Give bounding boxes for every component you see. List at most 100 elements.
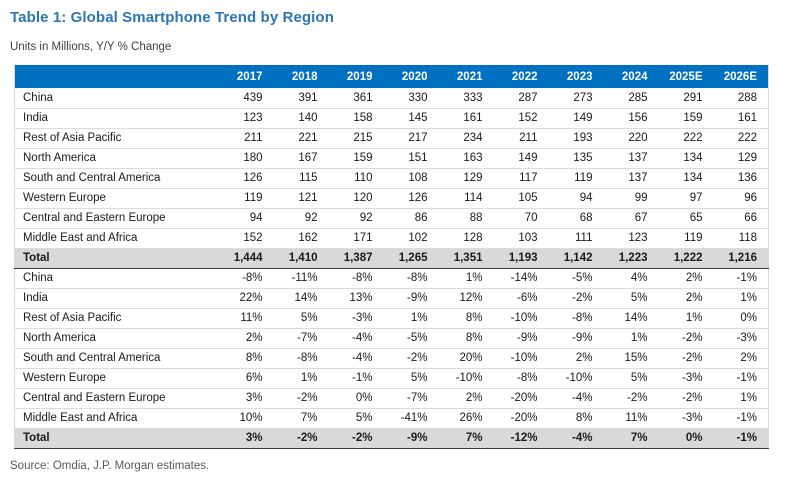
data-cell: 217 bbox=[383, 128, 439, 149]
smartphone-trend-table: 2017 2018 2019 2020 2021 2022 2023 2024 2025E 202… bbox=[14, 65, 769, 449]
year-header-2020: 2020 bbox=[383, 65, 439, 88]
data-cell: 5% bbox=[328, 408, 384, 429]
data-cell: 333 bbox=[438, 88, 494, 109]
data-cell: -20% bbox=[493, 408, 549, 429]
data-cell: 291 bbox=[658, 88, 714, 109]
table-row-yoy-percent-change: Middle East and Africa 10% 7% 5% -41% 26% -20%… bbox=[14, 408, 769, 429]
data-cell: 22% bbox=[218, 288, 274, 309]
data-cell: -8% bbox=[218, 268, 274, 289]
data-cell: 1,193 bbox=[493, 247, 549, 269]
year-header-2018: 2018 bbox=[273, 65, 329, 88]
data-cell: 12% bbox=[438, 288, 494, 309]
data-cell: 108 bbox=[383, 168, 439, 189]
table-row-yoy-percent-change: South and Central America 8% -8% -4% -2% 20% -… bbox=[14, 348, 769, 369]
data-cell: 234 bbox=[438, 128, 494, 149]
data-cell: 8% bbox=[438, 328, 494, 349]
data-cell: -2% bbox=[328, 427, 384, 449]
data-cell: 5% bbox=[273, 308, 329, 329]
table-row-yoy-percent-change: China -8% -11% -8% -8% 1% -14% -5% 4% 2% -1% bbox=[14, 268, 769, 289]
data-cell: 0% bbox=[713, 308, 769, 329]
data-cell: 287 bbox=[493, 88, 549, 109]
data-cell: -10% bbox=[493, 308, 549, 329]
data-cell: -1% bbox=[713, 427, 769, 449]
data-cell: -10% bbox=[548, 368, 604, 389]
data-cell: 86 bbox=[383, 208, 439, 229]
data-cell: 119 bbox=[218, 188, 274, 209]
table-row-yoy-percent-change: India 22% 14% 13% -9% 12% -6% -2% 5% 2% 1% bbox=[14, 288, 769, 309]
row-label: Rest of Asia Pacific bbox=[14, 308, 219, 329]
data-cell: -2% bbox=[548, 288, 604, 309]
data-cell: 1,265 bbox=[383, 247, 439, 269]
data-cell: -5% bbox=[548, 268, 604, 289]
data-cell: 1% bbox=[603, 328, 659, 349]
data-cell: 137 bbox=[603, 148, 659, 169]
data-cell: 123 bbox=[603, 228, 659, 249]
data-cell: 8% bbox=[218, 348, 274, 369]
data-cell: 180 bbox=[218, 148, 274, 169]
data-cell: 439 bbox=[218, 88, 274, 109]
data-cell: 119 bbox=[548, 168, 604, 189]
data-cell: 88 bbox=[438, 208, 494, 229]
data-cell: 215 bbox=[328, 128, 384, 149]
year-header-2019: 2019 bbox=[328, 65, 384, 88]
data-cell: -6% bbox=[493, 288, 549, 309]
table-row-units-in-millions: Central and Eastern Europe 94 92 92 86 88 70 68… bbox=[14, 208, 769, 229]
data-cell: 171 bbox=[328, 228, 384, 249]
data-cell: 14% bbox=[273, 288, 329, 309]
data-cell: 103 bbox=[493, 228, 549, 249]
data-cell: 20% bbox=[438, 348, 494, 369]
data-cell: 1% bbox=[273, 368, 329, 389]
data-cell: -8% bbox=[328, 268, 384, 289]
data-cell: 1,410 bbox=[273, 247, 329, 269]
data-cell: 3% bbox=[218, 388, 274, 409]
data-cell: 10% bbox=[218, 408, 274, 429]
data-cell: 111 bbox=[548, 228, 604, 249]
data-cell: 152 bbox=[218, 228, 274, 249]
data-cell: 0% bbox=[328, 388, 384, 409]
data-cell: 163 bbox=[438, 148, 494, 169]
data-cell: 156 bbox=[603, 108, 659, 129]
row-label: South and Central America bbox=[14, 168, 219, 189]
year-header-2024: 2024 bbox=[603, 65, 659, 88]
row-label: Western Europe bbox=[14, 368, 219, 389]
data-cell: 211 bbox=[218, 128, 274, 149]
year-header-2017: 2017 bbox=[218, 65, 274, 88]
data-cell: 159 bbox=[658, 108, 714, 129]
total-row-yoy-percent-change: Total 3% -2% -2% -9% 7% -12% -4% 7% 0% -1% bbox=[14, 427, 769, 449]
data-cell: 193 bbox=[548, 128, 604, 149]
data-cell: 2% bbox=[548, 348, 604, 369]
data-cell: 119 bbox=[658, 228, 714, 249]
row-label: Central and Eastern Europe bbox=[14, 388, 219, 409]
data-cell: 129 bbox=[713, 148, 769, 169]
data-cell: 110 bbox=[328, 168, 384, 189]
table-row-units-in-millions: South and Central America 126 115 110 108 129… bbox=[14, 168, 769, 189]
data-cell: 96 bbox=[713, 188, 769, 209]
data-cell: 159 bbox=[328, 148, 384, 169]
data-cell: 1% bbox=[713, 388, 769, 409]
data-cell: -20% bbox=[493, 388, 549, 409]
data-cell: 94 bbox=[218, 208, 274, 229]
data-cell: -3% bbox=[658, 408, 714, 429]
row-label: India bbox=[14, 288, 219, 309]
data-cell: 7% bbox=[603, 427, 659, 449]
data-cell: 7% bbox=[273, 408, 329, 429]
data-cell: 220 bbox=[603, 128, 659, 149]
data-cell: -3% bbox=[328, 308, 384, 329]
data-cell: 2% bbox=[658, 268, 714, 289]
data-cell: 391 bbox=[273, 88, 329, 109]
data-cell: -9% bbox=[493, 328, 549, 349]
data-cell: -2% bbox=[383, 348, 439, 369]
table-row-units-in-millions: Western Europe 119 121 120 126 114 105 94 99 97 96 bbox=[14, 188, 769, 209]
row-label: Middle East and Africa bbox=[14, 408, 219, 429]
data-cell: -2% bbox=[658, 348, 714, 369]
data-cell: 94 bbox=[548, 188, 604, 209]
data-cell: 221 bbox=[273, 128, 329, 149]
data-cell: 2% bbox=[438, 388, 494, 409]
data-cell: 330 bbox=[383, 88, 439, 109]
data-cell: 361 bbox=[328, 88, 384, 109]
data-cell: 1,142 bbox=[548, 247, 604, 269]
data-cell: 158 bbox=[328, 108, 384, 129]
data-cell: 1% bbox=[713, 288, 769, 309]
data-cell: 14% bbox=[603, 308, 659, 329]
